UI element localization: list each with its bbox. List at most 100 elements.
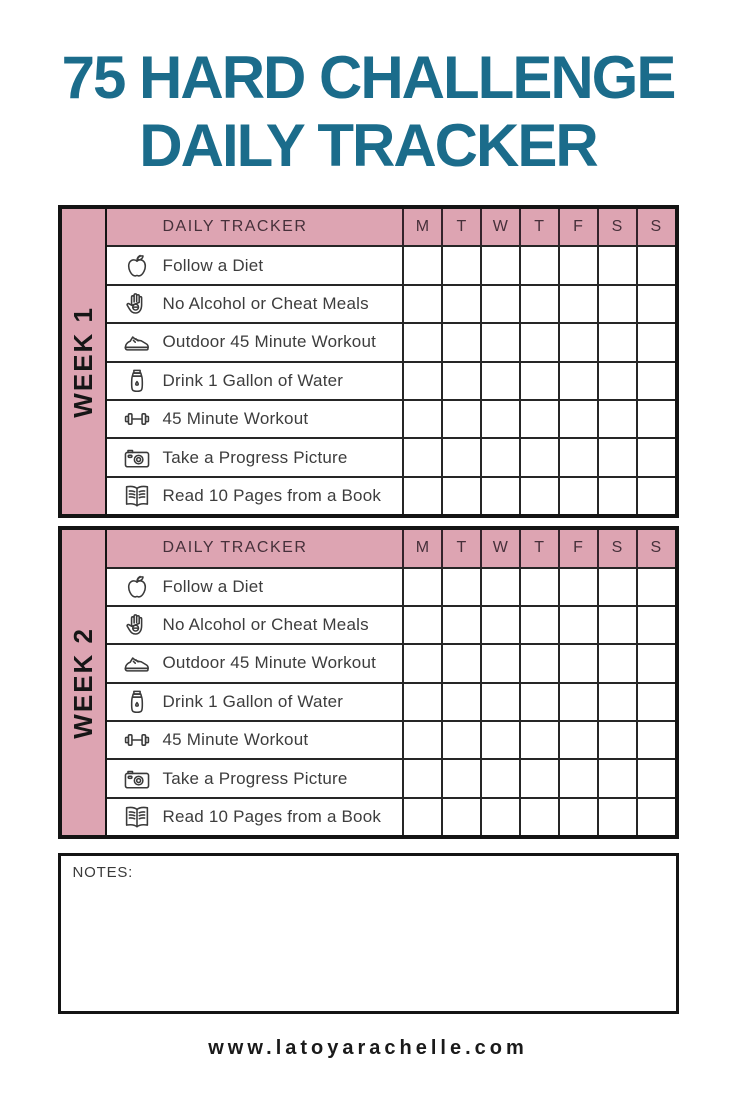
day-checkbox-cell[interactable] (518, 722, 558, 759)
day-checkbox-cell[interactable] (441, 324, 480, 361)
day-checkbox-cell[interactable] (596, 285, 636, 323)
day-checkbox-cell[interactable] (635, 645, 675, 682)
day-checkbox-cell[interactable] (441, 285, 480, 323)
day-checkbox-cell[interactable] (518, 477, 558, 515)
day-checkbox-cell[interactable] (480, 722, 519, 759)
day-checkbox-cell[interactable] (441, 606, 480, 644)
day-checkbox-cell[interactable] (518, 568, 558, 605)
day-checkbox-cell[interactable] (480, 247, 519, 284)
day-checkbox-cell[interactable] (402, 568, 441, 605)
day-checkbox-cell[interactable] (441, 400, 480, 438)
day-checkbox-cell[interactable] (402, 683, 441, 721)
day-checkbox-cell[interactable] (596, 760, 636, 797)
day-checkbox-cell[interactable] (480, 606, 519, 644)
day-checkbox-cell[interactable] (635, 285, 675, 323)
day-checkbox-cell[interactable] (402, 400, 441, 438)
day-checkbox-cell[interactable] (480, 683, 519, 721)
day-checkbox-cell[interactable] (441, 477, 480, 515)
day-checkbox-cell[interactable] (635, 606, 675, 644)
day-checkbox-cell[interactable] (557, 400, 597, 438)
day-checkbox-cell[interactable] (557, 247, 597, 284)
day-checkbox-cell[interactable] (596, 645, 636, 682)
day-checkbox-cell[interactable] (596, 722, 636, 759)
day-checkbox-cell[interactable] (518, 760, 558, 797)
day-checkbox-cell[interactable] (441, 798, 480, 836)
day-checkbox-cell[interactable] (635, 400, 675, 438)
day-checkbox-cell[interactable] (518, 247, 558, 284)
day-checkbox-cell[interactable] (557, 324, 597, 361)
day-checkbox-cell[interactable] (596, 568, 636, 605)
day-checkbox-cell[interactable] (518, 400, 558, 438)
task-label: 45 Minute Workout (162, 409, 309, 429)
day-checkbox-cell[interactable] (596, 439, 636, 476)
day-checkbox-cell[interactable] (441, 722, 480, 759)
day-checkbox-cell[interactable] (635, 722, 675, 759)
day-checkbox-cell[interactable] (557, 722, 597, 759)
day-checkbox-cell[interactable] (596, 247, 636, 284)
day-checkbox-cell[interactable] (480, 645, 519, 682)
day-checkbox-cell[interactable] (596, 362, 636, 399)
day-checkbox-cell[interactable] (557, 439, 597, 476)
day-checkbox-cell[interactable] (441, 247, 480, 284)
day-checkbox-cell[interactable] (596, 400, 636, 438)
day-checkbox-cell[interactable] (557, 645, 597, 682)
day-checkbox-cell[interactable] (480, 285, 519, 323)
day-checkbox-cell[interactable] (596, 683, 636, 721)
day-checkbox-cell[interactable] (402, 645, 441, 682)
day-checkbox-cell[interactable] (635, 477, 675, 515)
day-checkbox-cell[interactable] (635, 324, 675, 361)
day-checkbox-cell[interactable] (557, 760, 597, 797)
day-checkbox-cell[interactable] (441, 760, 480, 797)
day-checkbox-cell[interactable] (402, 285, 441, 323)
day-checkbox-cell[interactable] (441, 439, 480, 476)
day-checkbox-cell[interactable] (441, 568, 480, 605)
day-checkbox-cell[interactable] (402, 722, 441, 759)
day-checkbox-cell[interactable] (635, 683, 675, 721)
day-checkbox-cell[interactable] (441, 683, 480, 721)
day-checkbox-cell[interactable] (557, 362, 597, 399)
day-checkbox-cell[interactable] (480, 760, 519, 797)
day-checkbox-cell[interactable] (480, 324, 519, 361)
day-checkbox-cell[interactable] (402, 798, 441, 836)
day-checkbox-cell[interactable] (557, 683, 597, 721)
day-checkbox-cell[interactable] (441, 362, 480, 399)
day-checkbox-cell[interactable] (518, 324, 558, 361)
day-checkbox-cell[interactable] (518, 683, 558, 721)
day-checkbox-cell[interactable] (480, 439, 519, 476)
day-checkbox-cell[interactable] (596, 477, 636, 515)
day-checkbox-cell[interactable] (480, 477, 519, 515)
day-checkbox-cell[interactable] (596, 798, 636, 836)
notes-box[interactable]: NOTES: (57, 853, 679, 1015)
day-checkbox-cell[interactable] (518, 606, 558, 644)
day-checkbox-cell[interactable] (596, 606, 636, 644)
day-checkbox-cell[interactable] (441, 645, 480, 682)
day-checkbox-cell[interactable] (557, 606, 597, 644)
day-checkbox-cell[interactable] (402, 760, 441, 797)
day-checkbox-cell[interactable] (480, 798, 519, 836)
day-checkbox-cell[interactable] (402, 439, 441, 476)
day-checkbox-cell[interactable] (518, 285, 558, 323)
day-checkbox-cell[interactable] (402, 606, 441, 644)
day-checkbox-cell[interactable] (557, 477, 597, 515)
day-checkbox-cell[interactable] (557, 798, 597, 836)
day-checkbox-cell[interactable] (402, 324, 441, 361)
day-checkbox-cell[interactable] (480, 568, 519, 605)
day-checkbox-cell[interactable] (480, 400, 519, 438)
day-checkbox-cell[interactable] (402, 247, 441, 284)
day-checkbox-cell[interactable] (635, 798, 675, 836)
day-checkbox-cell[interactable] (635, 439, 675, 476)
day-checkbox-cell[interactable] (402, 477, 441, 515)
day-checkbox-cell[interactable] (480, 362, 519, 399)
day-checkbox-cell[interactable] (518, 645, 558, 682)
day-checkbox-cell[interactable] (518, 439, 558, 476)
day-checkbox-cell[interactable] (557, 568, 597, 605)
day-checkbox-cell[interactable] (635, 362, 675, 399)
day-checkbox-cell[interactable] (518, 362, 558, 399)
day-checkbox-cell[interactable] (596, 324, 636, 361)
day-checkbox-cell[interactable] (635, 760, 675, 797)
day-checkbox-cell[interactable] (635, 247, 675, 284)
day-checkbox-cell[interactable] (402, 362, 441, 399)
day-checkbox-cell[interactable] (518, 798, 558, 836)
day-checkbox-cell[interactable] (557, 285, 597, 323)
day-checkbox-cell[interactable] (635, 568, 675, 605)
